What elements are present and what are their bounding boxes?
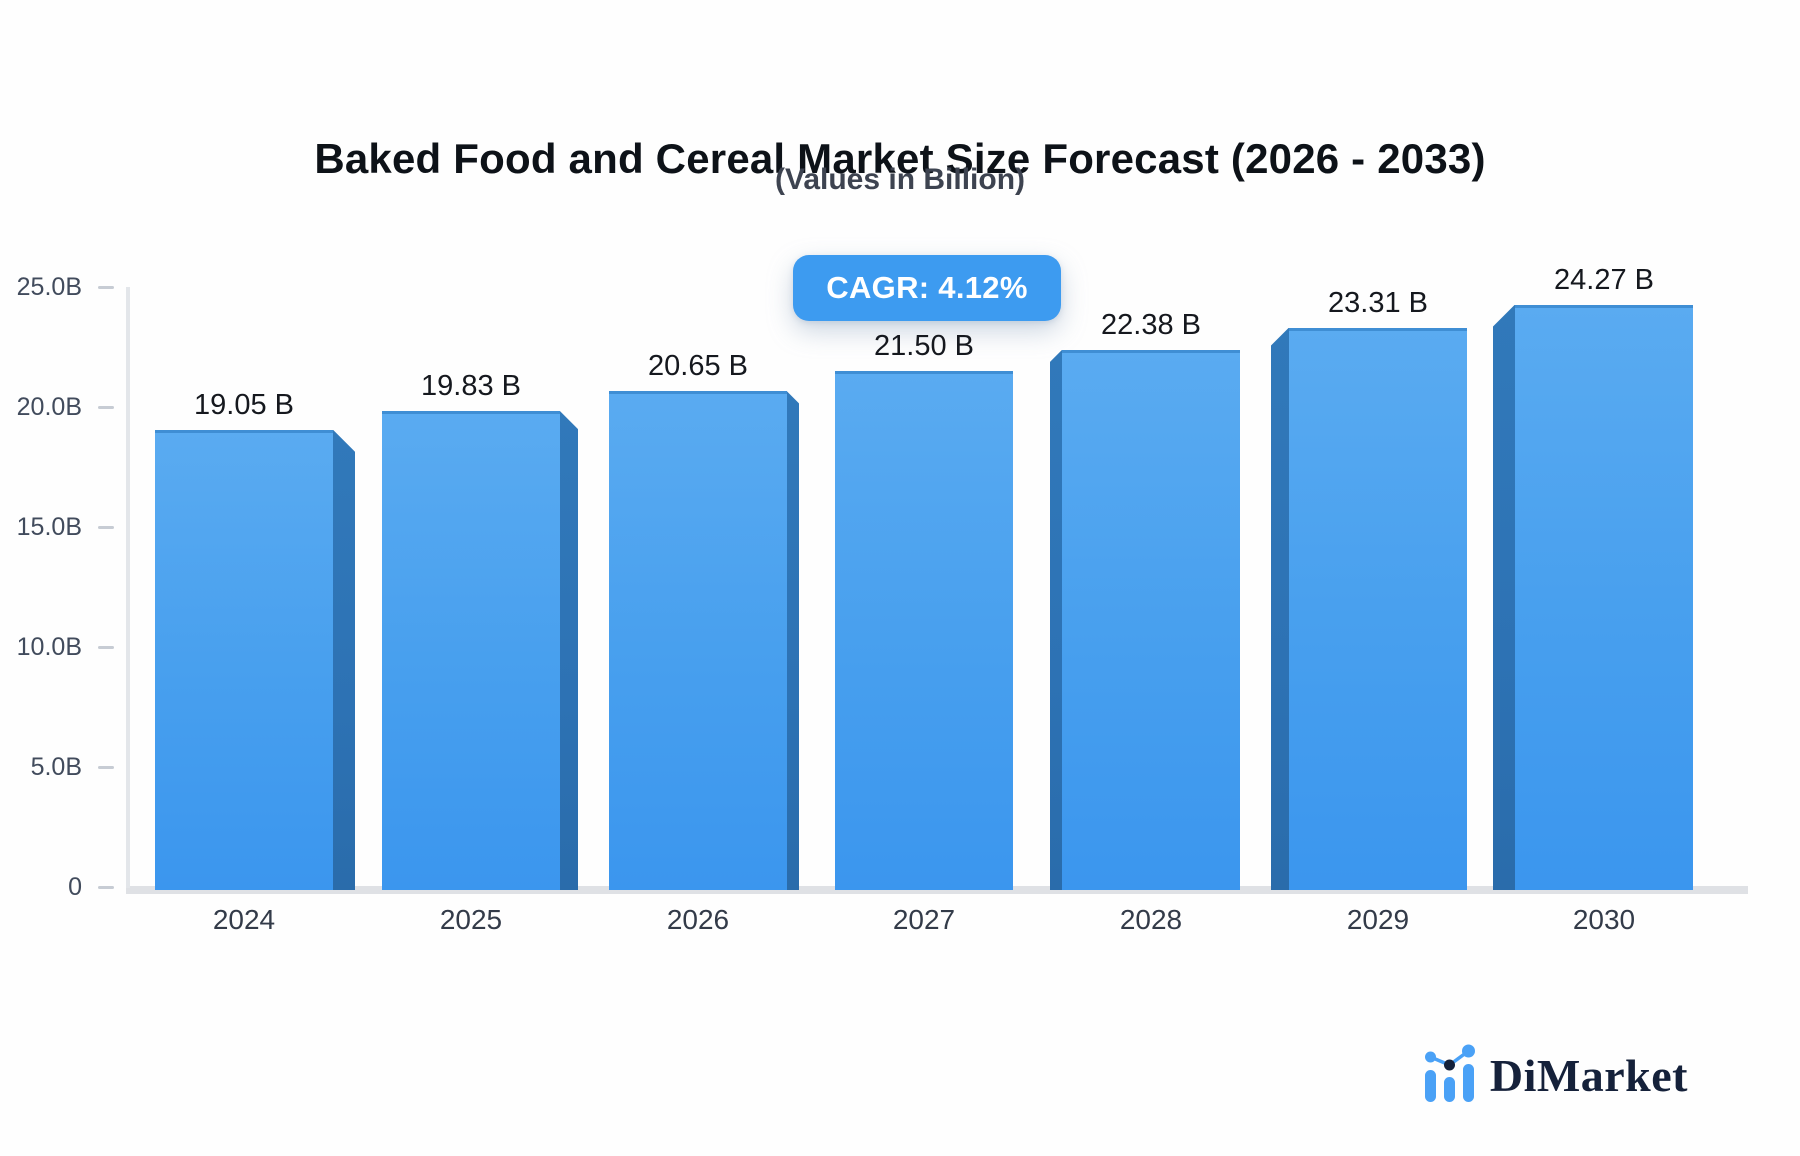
x-axis-label: 2030 (1572, 904, 1636, 935)
y-tick-label: 25.0B (16, 273, 82, 301)
bar-side-face[interactable] (787, 391, 799, 890)
x-axis-label: 2025 (439, 904, 503, 935)
chart-title: Baked Food and Cereal Market Size Foreca… (314, 135, 1486, 183)
bar-2025[interactable] (382, 411, 560, 890)
y-axis-line (126, 287, 130, 888)
x-axis-line (126, 886, 1748, 894)
cagr-badge-text: CAGR: 4.12% (826, 270, 1028, 305)
bar-value-label: 20.65 B (648, 350, 748, 383)
x-axis-label: 2028 (1119, 904, 1183, 935)
y-tick-dash (98, 766, 114, 769)
cagr-badge: CAGR: 4.12% (793, 255, 1061, 321)
bar-2028[interactable] (1062, 349, 1240, 890)
bar-2026[interactable] (609, 391, 787, 890)
bar-value-label: 19.83 B (421, 370, 521, 403)
brand-name: DiMarket (1489, 1050, 1688, 1101)
bar-2030[interactable] (1515, 304, 1693, 890)
bar-value-label: 24.27 B (1554, 263, 1654, 296)
bar-value-label: 19.05 B (194, 388, 294, 421)
y-tick-label: 10.0B (16, 633, 82, 661)
y-tick-dash (98, 886, 114, 889)
bar-side-face[interactable] (1271, 327, 1289, 890)
y-tick-label: 0 (68, 873, 82, 901)
bar-side-face[interactable] (1050, 349, 1062, 890)
x-axis-label: 2026 (666, 904, 730, 935)
bar-side-face[interactable] (1493, 304, 1515, 890)
y-tick-dash (98, 286, 114, 289)
x-axis-label: 2027 (892, 904, 956, 935)
brand-logo: DiMarket (1424, 1044, 1688, 1102)
y-tick-dash (98, 526, 114, 529)
bar-side-face[interactable] (560, 411, 578, 890)
y-tick-dash (98, 646, 114, 649)
bar-side-face[interactable] (333, 429, 355, 890)
y-tick-label: 15.0B (16, 513, 82, 541)
bar-2024[interactable] (155, 429, 333, 890)
bar-value-label: 22.38 B (1101, 308, 1201, 341)
x-axis-label: 2029 (1346, 904, 1410, 935)
bar-value-label: 21.50 B (874, 330, 974, 362)
bar-line-chart-icon (1424, 1044, 1475, 1102)
x-axis-label: 2024 (212, 904, 276, 935)
bar-2029[interactable] (1289, 327, 1467, 890)
chart-subtitle: (Values in Billion) (774, 163, 1026, 196)
bar-value-label: 23.31 B (1328, 286, 1428, 319)
y-tick-label: 20.0B (16, 393, 82, 421)
bar-2027[interactable] (835, 371, 1013, 890)
y-tick-label: 5.0B (30, 753, 82, 781)
y-tick-dash (98, 406, 114, 409)
